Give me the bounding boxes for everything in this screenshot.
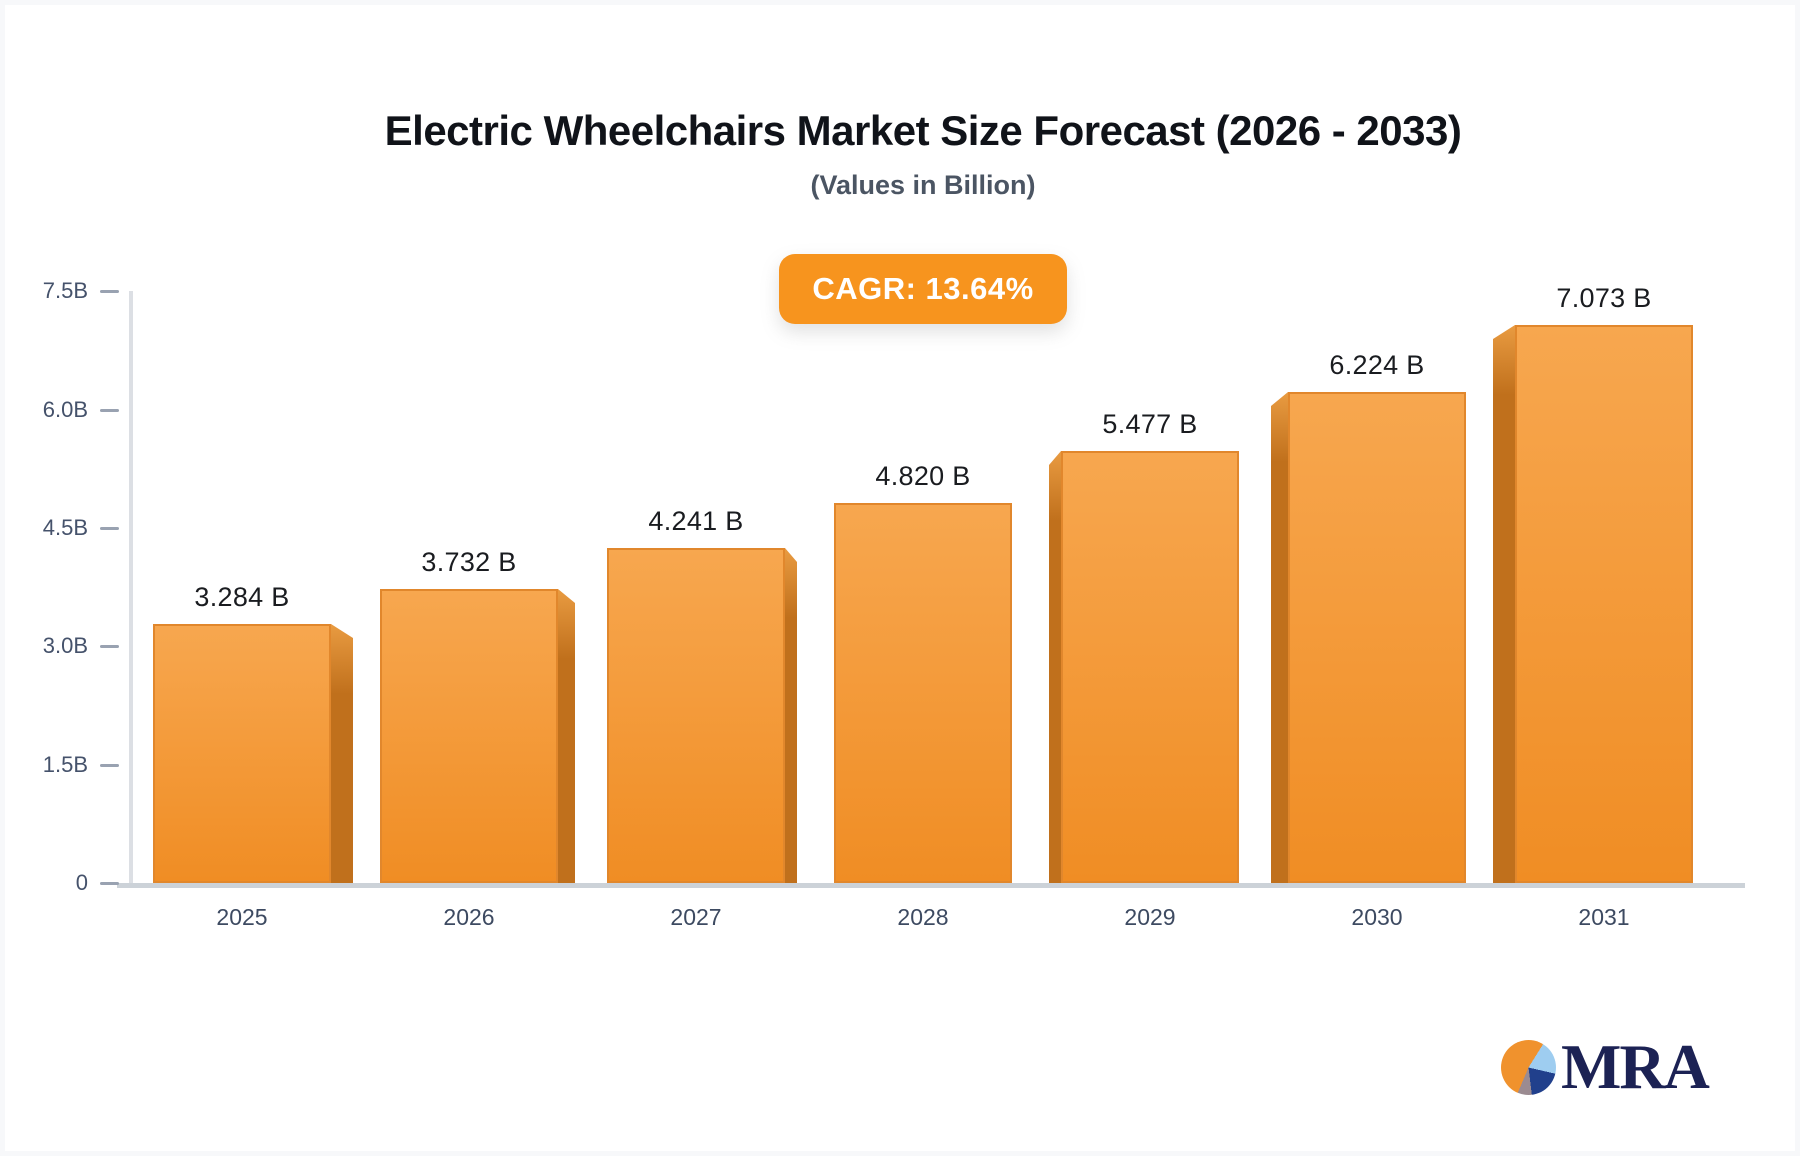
bar-value-label-2031: 7.073 B — [1556, 283, 1652, 313]
x-tick-label-2031: 2031 — [1578, 904, 1630, 930]
chart-subtitle: (Values in Billion) — [810, 170, 1036, 200]
bar-side-3d — [1493, 325, 1515, 883]
bar-value-label-2025: 3.284 B — [194, 582, 290, 612]
pie-chart-logo-icon — [1501, 1039, 1556, 1095]
x-tick-label-2025: 2025 — [216, 904, 268, 930]
x-axis-line — [117, 883, 1745, 888]
y-tick-label-0: 0 — [75, 870, 88, 895]
x-tick-label-2029: 2029 — [1124, 904, 1176, 930]
cagr-badge: CAGR: 13.64% — [779, 254, 1067, 324]
bar-2030 — [1288, 392, 1466, 883]
x-tick-label-2026: 2026 — [443, 904, 495, 930]
x-tick-label-2030: 2030 — [1351, 904, 1403, 930]
y-tick-dash — [100, 526, 119, 530]
bar-2029 — [1061, 451, 1239, 883]
chart-title: Electric Wheelchairs Market Size Forecas… — [384, 107, 1462, 154]
bar-2026 — [380, 589, 558, 883]
bar-value-label-2026: 3.732 B — [421, 547, 517, 577]
bar-side-3d — [558, 589, 575, 883]
bar-side-3d — [1049, 451, 1061, 883]
bar-value-label-2027: 4.241 B — [648, 506, 744, 536]
y-tick-label-6.0B: 6.0B — [42, 396, 88, 422]
bar-2025 — [153, 624, 331, 883]
bar-value-label-2028: 4.820 B — [875, 461, 971, 491]
y-tick-dash — [100, 882, 119, 885]
y-tick-dash — [100, 290, 119, 294]
bar-value-label-2029: 5.477 B — [1102, 409, 1198, 439]
y-tick-dash — [100, 763, 119, 767]
x-tick-label-2027: 2027 — [670, 904, 722, 930]
bar-value-label-2030: 6.224 B — [1329, 350, 1425, 380]
bar-side-3d — [1271, 392, 1288, 883]
logo-text: MRA — [1561, 1031, 1710, 1102]
y-tick-dash — [100, 408, 119, 412]
y-tick-label-7.5B: 7.5B — [42, 278, 88, 304]
cagr-badge-label: CAGR: 13.64% — [812, 271, 1034, 306]
x-tick-label-2028: 2028 — [897, 904, 949, 930]
bar-side-3d — [331, 624, 353, 883]
bar-2031 — [1515, 325, 1693, 883]
bar-side-3d — [785, 548, 797, 883]
mra-logo: MRA — [1501, 1031, 1710, 1102]
y-tick-label-1.5B: 1.5B — [42, 751, 88, 777]
bar-2028 — [834, 503, 1012, 883]
y-tick-dash — [100, 645, 119, 649]
y-tick-label-4.5B: 4.5B — [42, 514, 88, 540]
y-tick-label-3.0B: 3.0B — [42, 633, 88, 659]
bar-2027 — [607, 548, 785, 883]
y-axis-line — [129, 291, 133, 883]
